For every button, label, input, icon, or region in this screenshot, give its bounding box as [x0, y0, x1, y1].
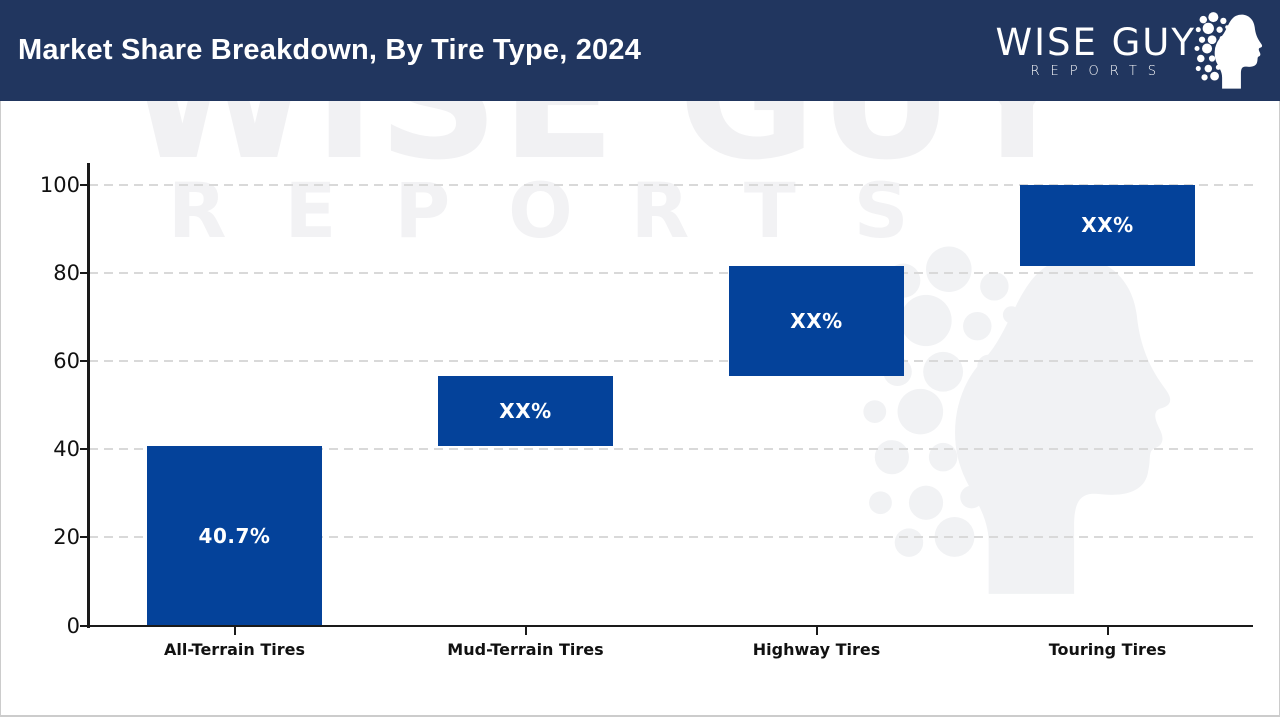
y-tick-mark: [80, 360, 89, 363]
x-tick-mark: [524, 626, 527, 635]
x-tick-mark: [815, 626, 818, 635]
x-category-label: Touring Tires: [1048, 640, 1167, 659]
brand-logo: WISE GUY REPORTS: [996, 8, 1266, 94]
y-tick-mark: [80, 184, 89, 186]
y-tick-label: 40: [53, 437, 80, 462]
bar-value-label: XX%: [1081, 213, 1134, 238]
y-tick-label: 60: [53, 349, 80, 374]
y-tick-label: 0: [66, 613, 80, 638]
y-tick-label: 100: [39, 173, 80, 197]
y-tick-label: 80: [53, 261, 80, 286]
gridline: [89, 272, 1253, 275]
x-category-label: Highway Tires: [752, 640, 881, 659]
y-axis-line: [87, 163, 90, 628]
waterfall-bar: XX%: [729, 265, 904, 376]
y-tick-mark: [80, 536, 89, 539]
y-tick-label: 20: [53, 525, 80, 550]
x-axis-line: [87, 624, 1253, 627]
bar-value-label: XX%: [790, 308, 843, 333]
gridline: [89, 184, 1253, 186]
x-category-label: Mud-Terrain Tires: [447, 640, 604, 659]
watermark-text-top: WISE GUY: [126, 101, 1080, 183]
waterfall-bar: XX%: [1020, 185, 1195, 266]
y-tick-mark: [80, 624, 89, 627]
gridline: [89, 536, 1253, 539]
bar-value-label: 40.7%: [198, 523, 271, 548]
gridline: [89, 448, 1253, 451]
waterfall-bar: 40.7%: [147, 446, 322, 626]
brand-name: WISE GUY: [995, 20, 1196, 64]
header-bar: Market Share Breakdown, By Tire Type, 20…: [0, 0, 1280, 101]
page-title: Market Share Breakdown, By Tire Type, 20…: [18, 34, 642, 66]
gridline: [89, 360, 1253, 363]
x-tick-mark: [233, 626, 236, 635]
bar-value-label: XX%: [499, 398, 552, 423]
y-tick-mark: [80, 272, 89, 275]
y-tick-mark: [80, 448, 89, 451]
x-tick-mark: [1106, 626, 1109, 635]
brand-subname: REPORTS: [1030, 63, 1168, 79]
x-category-label: All-Terrain Tires: [164, 640, 305, 659]
waterfall-bar: XX%: [438, 375, 613, 447]
